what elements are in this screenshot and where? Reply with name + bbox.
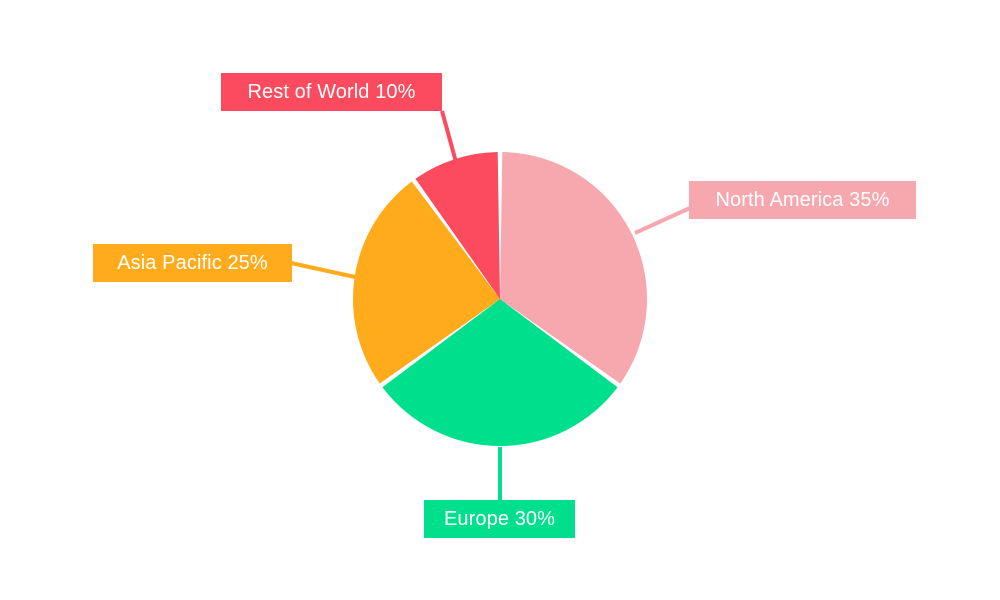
leader-line-rest-of-world	[440, 110, 458, 163]
pie-slice-asia-pacific[interactable]	[352, 181, 500, 384]
pie-slice-europe[interactable]	[382, 299, 618, 446]
pie-label-asia-pacific-text: Asia Pacific 25%	[117, 252, 268, 274]
pie-label-rest-of-world[interactable]: Rest of World 10%	[221, 73, 442, 111]
leader-line-asia-pacific	[290, 261, 356, 279]
pie-slices	[352, 152, 648, 446]
pie-label-europe-text: Europe 30%	[443, 508, 556, 530]
leader-line-north-america	[634, 206, 691, 235]
pie-slice-north-america[interactable]	[500, 152, 648, 384]
pie-label-asia-pacific[interactable]: Asia Pacific 25%	[93, 244, 292, 282]
leader-lines	[290, 110, 691, 501]
pie-label-rest-of-world-text: Rest of World 10%	[247, 81, 416, 103]
pie-label-europe[interactable]: Europe 30%	[424, 500, 575, 538]
pie-slice-rest-of-world[interactable]	[415, 152, 500, 299]
pie-label-north-america[interactable]: North America 35%	[689, 181, 916, 219]
pie-label-north-america-text: North America 35%	[715, 189, 890, 211]
